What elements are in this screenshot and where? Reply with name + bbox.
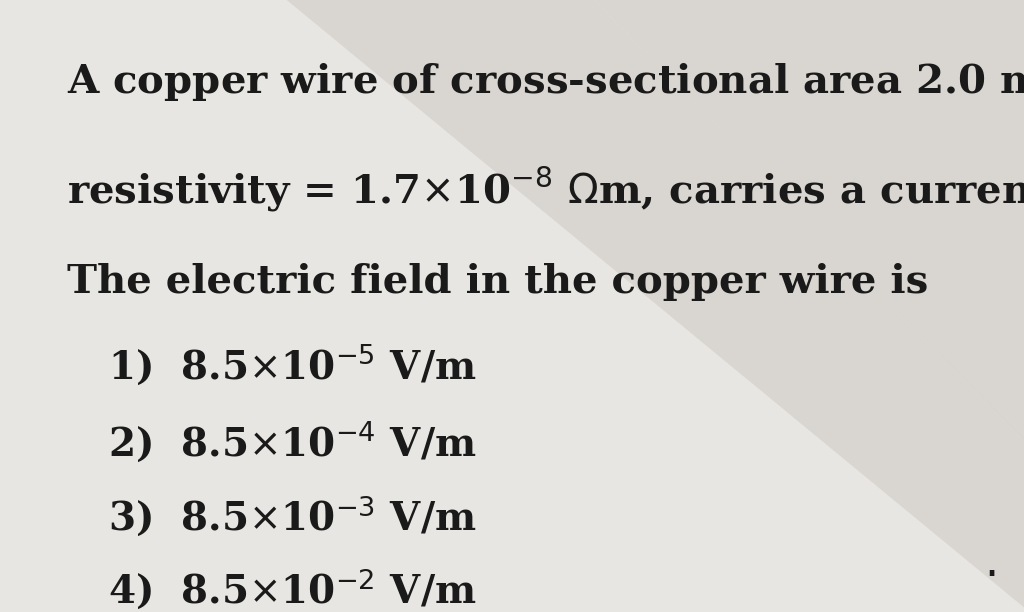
Polygon shape xyxy=(594,0,1024,459)
Text: 3)  8.5$\times$10$^{-3}$ V/m: 3) 8.5$\times$10$^{-3}$ V/m xyxy=(108,493,476,537)
Text: A copper wire of cross-sectional area 2.0 mm$^2$,: A copper wire of cross-sectional area 2.… xyxy=(67,55,1024,104)
Text: .: . xyxy=(984,542,998,584)
Text: The electric field in the copper wire is: The electric field in the copper wire is xyxy=(67,263,928,301)
Text: resistivity = 1.7$\times$10$^{-8}$ $\Omega$m, carries a current of 1 A.: resistivity = 1.7$\times$10$^{-8}$ $\Ome… xyxy=(67,165,1024,214)
Polygon shape xyxy=(287,0,1024,612)
Text: 1)  8.5$\times$10$^{-5}$ V/m: 1) 8.5$\times$10$^{-5}$ V/m xyxy=(108,343,476,387)
Text: 4)  8.5$\times$10$^{-2}$ V/m: 4) 8.5$\times$10$^{-2}$ V/m xyxy=(108,566,476,611)
Text: 2)  8.5$\times$10$^{-4}$ V/m: 2) 8.5$\times$10$^{-4}$ V/m xyxy=(108,419,476,463)
